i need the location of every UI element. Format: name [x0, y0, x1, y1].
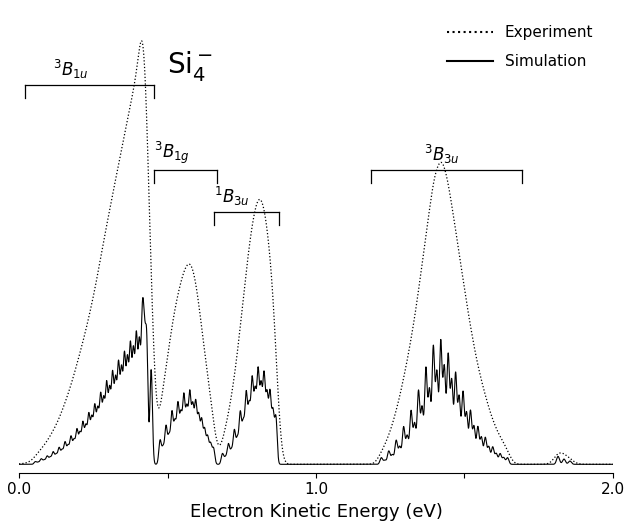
- Simulation: [609, 461, 617, 467]
- Simulation: [319, 461, 327, 467]
- Experiment: [46, 432, 54, 439]
- Simulation: [169, 411, 176, 418]
- X-axis label: Electron Kinetic Energy (eV): Electron Kinetic Energy (eV): [190, 503, 442, 521]
- Experiment: [609, 461, 617, 467]
- Experiment: [324, 461, 331, 467]
- Text: $^1B_{3u}$: $^1B_{3u}$: [214, 185, 249, 208]
- Simulation: [139, 294, 147, 300]
- Simulation: [46, 454, 54, 460]
- Simulation: [103, 380, 111, 386]
- Line: Simulation: Simulation: [19, 297, 613, 464]
- Text: Si$_4^-$: Si$_4^-$: [167, 49, 212, 83]
- Experiment: [103, 220, 111, 226]
- Text: $^3B_{1u}$: $^3B_{1u}$: [53, 58, 89, 81]
- Simulation: [328, 461, 336, 467]
- Text: $^3B_{3u}$: $^3B_{3u}$: [425, 143, 460, 166]
- Line: Experiment: Experiment: [19, 41, 613, 464]
- Experiment: [169, 319, 176, 326]
- Legend: Experiment, Simulation: Experiment, Simulation: [441, 19, 599, 75]
- Simulation: [15, 461, 23, 467]
- Simulation: [320, 461, 328, 467]
- Experiment: [328, 461, 336, 467]
- Experiment: [15, 461, 23, 467]
- Experiment: [319, 461, 327, 467]
- Experiment: [377, 450, 384, 457]
- Simulation: [377, 456, 384, 463]
- Experiment: [138, 37, 145, 44]
- Text: $^3B_{1g}$: $^3B_{1g}$: [154, 139, 190, 166]
